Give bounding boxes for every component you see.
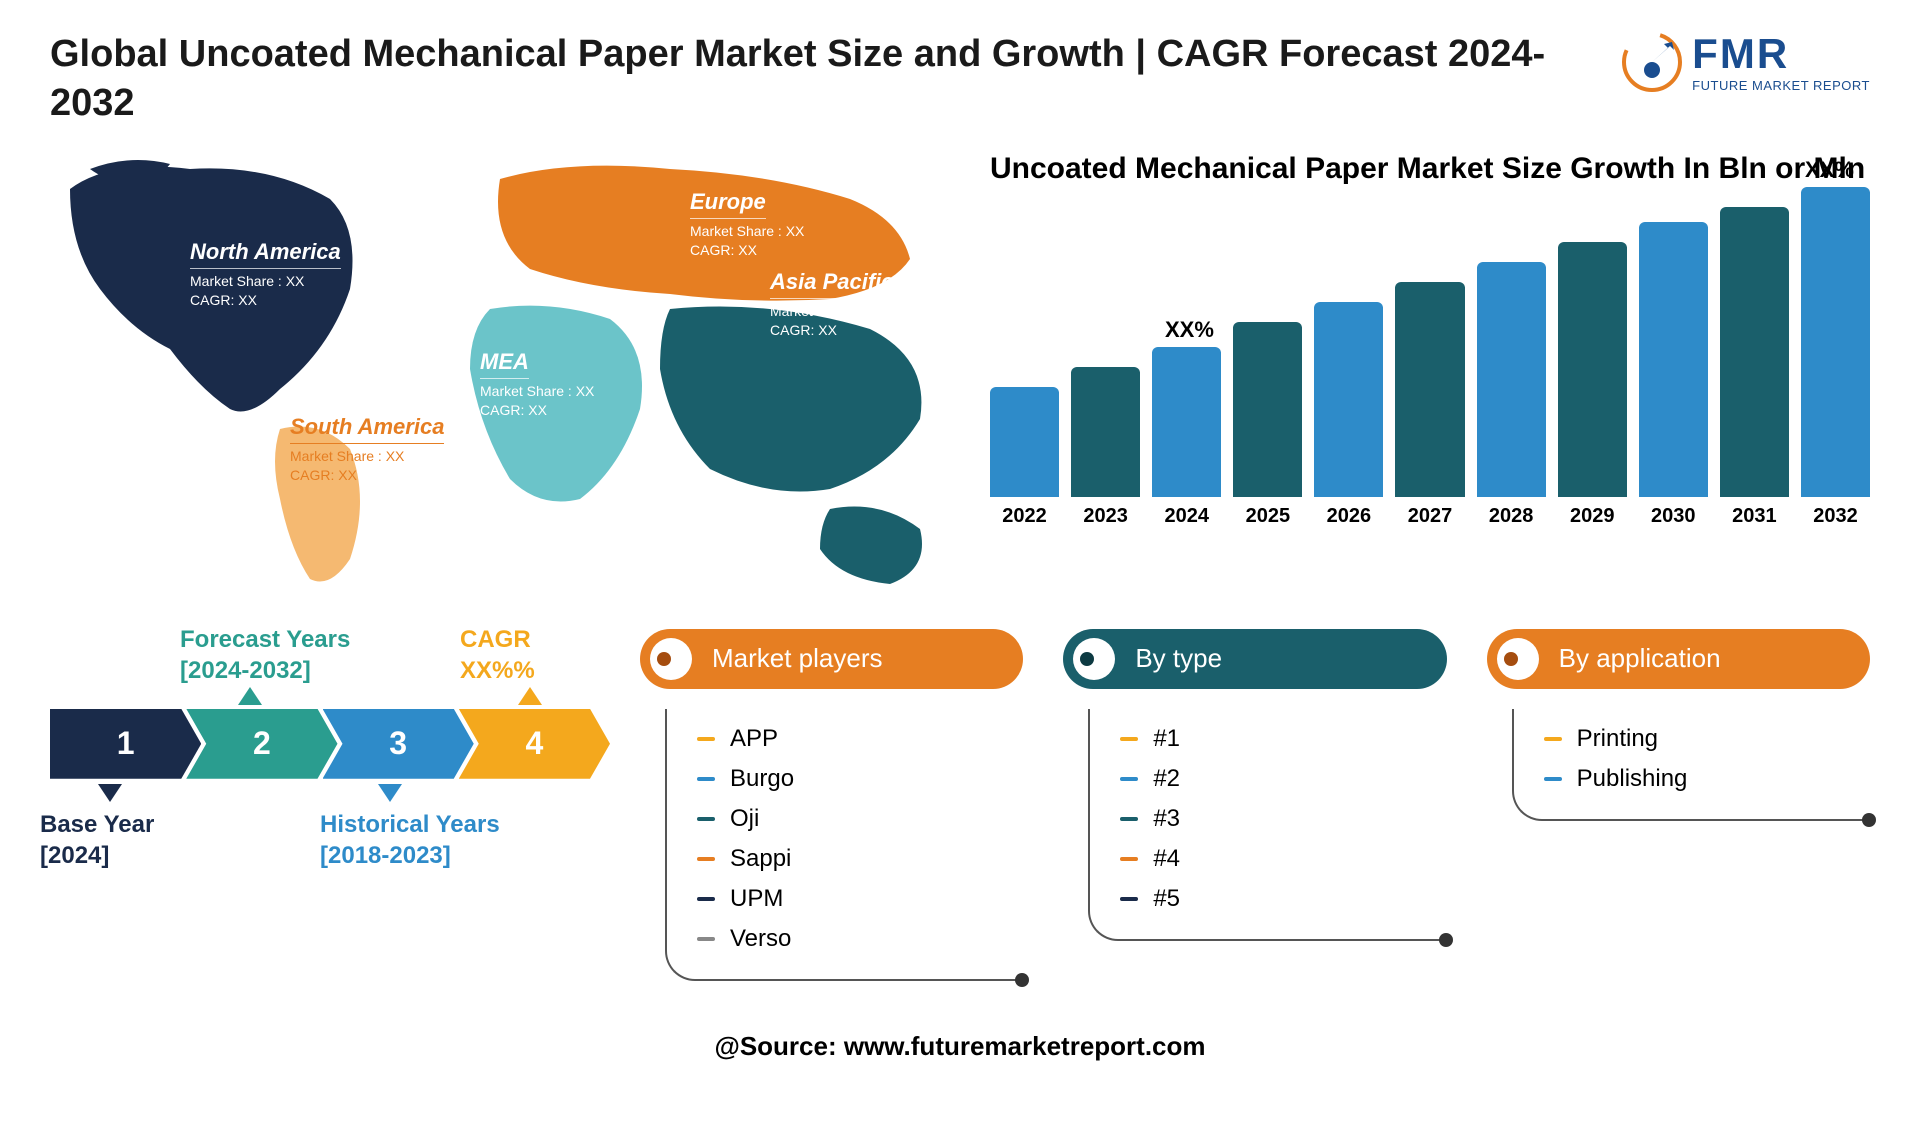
bullet-icon bbox=[1073, 638, 1115, 680]
region-label-europe: EuropeMarket Share : XXCAGR: XX bbox=[690, 189, 804, 261]
list-item: Oji bbox=[697, 799, 1023, 839]
tick-icon bbox=[1120, 817, 1138, 821]
logo-sub-text: FUTURE MARKET REPORT bbox=[1692, 78, 1870, 93]
bullet-icon bbox=[650, 638, 692, 680]
bar-2022: 2022 bbox=[990, 387, 1059, 528]
chevron-down-icon bbox=[98, 784, 122, 802]
timeline-label: Base Year[2024] bbox=[40, 809, 154, 871]
bar-chart-section: Uncoated Mechanical Paper Market Size Gr… bbox=[990, 149, 1870, 589]
fmr-logo: FMR FUTURE MARKET REPORT bbox=[1622, 30, 1870, 93]
bar-2024: 2024 bbox=[1152, 347, 1221, 528]
tick-icon bbox=[697, 857, 715, 861]
timeline-segment-2: 2 bbox=[186, 709, 337, 779]
world-map: North AmericaMarket Share : XXCAGR: XX So… bbox=[50, 149, 950, 589]
timeline-label: Forecast Years[2024-2032] bbox=[180, 624, 350, 686]
tick-icon bbox=[1120, 857, 1138, 861]
bar-2030: 2030 bbox=[1639, 222, 1708, 528]
tick-icon bbox=[1120, 897, 1138, 901]
logo-main-text: FMR bbox=[1692, 30, 1870, 78]
page-title: Global Uncoated Mechanical Paper Market … bbox=[50, 30, 1550, 129]
list-item: UPM bbox=[697, 879, 1023, 919]
bar-2026: 2026 bbox=[1314, 302, 1383, 528]
column-list: APPBurgoOjiSappiUPMVerso bbox=[665, 709, 1023, 981]
tick-icon bbox=[1544, 777, 1562, 781]
chevron-up-icon bbox=[518, 687, 542, 705]
timeline-segment-3: 3 bbox=[323, 709, 474, 779]
column-list: #1#2#3#4#5 bbox=[1088, 709, 1446, 941]
timeline-label: Historical Years[2018-2023] bbox=[320, 809, 500, 871]
region-label-mea: MEAMarket Share : XXCAGR: XX bbox=[480, 349, 594, 421]
column-header: By type bbox=[1063, 629, 1446, 689]
category-columns: Market playersAPPBurgoOjiSappiUPMVersoBy… bbox=[640, 629, 1870, 981]
region-label-north-america: North AmericaMarket Share : XXCAGR: XX bbox=[190, 239, 341, 311]
bar-2032: 2032 bbox=[1801, 187, 1870, 528]
logo-icon bbox=[1622, 32, 1682, 92]
column-header: By application bbox=[1487, 629, 1870, 689]
timeline-segment-4: 4 bbox=[459, 709, 610, 779]
column-list: PrintingPublishing bbox=[1512, 709, 1870, 821]
bar-2029: 2029 bbox=[1558, 242, 1627, 528]
tick-icon bbox=[697, 817, 715, 821]
timeline-segment-1: 1 bbox=[50, 709, 201, 779]
bar-chart: 2022202320242025202620272028202920302031… bbox=[990, 208, 1870, 528]
list-item: #1 bbox=[1120, 719, 1446, 759]
timeline-label: CAGRXX%% bbox=[460, 624, 535, 686]
list-item: #3 bbox=[1120, 799, 1446, 839]
tick-icon bbox=[697, 937, 715, 941]
list-item: APP bbox=[697, 719, 1023, 759]
column-market-players: Market players APPBurgoOjiSappiUPMVerso bbox=[640, 629, 1023, 981]
region-label-asia-pacific: Asia PacificMarket Share : XXCAGR: XX bbox=[770, 269, 894, 341]
chevron-down-icon bbox=[378, 784, 402, 802]
list-item: Printing bbox=[1544, 719, 1870, 759]
timeline: 1234 Base Year[2024]Forecast Years[2024-… bbox=[50, 629, 610, 981]
tick-icon bbox=[697, 897, 715, 901]
tick-icon bbox=[1544, 737, 1562, 741]
list-item: Publishing bbox=[1544, 759, 1870, 799]
bar-2031: 2031 bbox=[1720, 207, 1789, 528]
bar-2025: 2025 bbox=[1233, 322, 1302, 528]
bar-2023: 2023 bbox=[1071, 367, 1140, 528]
column-by-application: By application PrintingPublishing bbox=[1487, 629, 1870, 981]
region-label-south-america: South AmericaMarket Share : XXCAGR: XX bbox=[290, 414, 444, 486]
source-attribution: @Source: www.futuremarketreport.com bbox=[50, 1031, 1870, 1062]
list-item: Sappi bbox=[697, 839, 1023, 879]
bar-2027: 2027 bbox=[1395, 282, 1464, 528]
tick-icon bbox=[697, 777, 715, 781]
bar-annotation: XX% bbox=[1805, 157, 1854, 183]
list-item: #5 bbox=[1120, 879, 1446, 919]
tick-icon bbox=[697, 737, 715, 741]
tick-icon bbox=[1120, 777, 1138, 781]
list-item: #4 bbox=[1120, 839, 1446, 879]
bar-annotation: XX% bbox=[1165, 317, 1214, 343]
chevron-up-icon bbox=[238, 687, 262, 705]
column-header: Market players bbox=[640, 629, 1023, 689]
list-item: Burgo bbox=[697, 759, 1023, 799]
column-by-type: By type #1#2#3#4#5 bbox=[1063, 629, 1446, 981]
bar-2028: 2028 bbox=[1477, 262, 1546, 528]
list-item: Verso bbox=[697, 919, 1023, 959]
chart-title: Uncoated Mechanical Paper Market Size Gr… bbox=[990, 149, 1870, 188]
list-item: #2 bbox=[1120, 759, 1446, 799]
tick-icon bbox=[1120, 737, 1138, 741]
bullet-icon bbox=[1497, 638, 1539, 680]
